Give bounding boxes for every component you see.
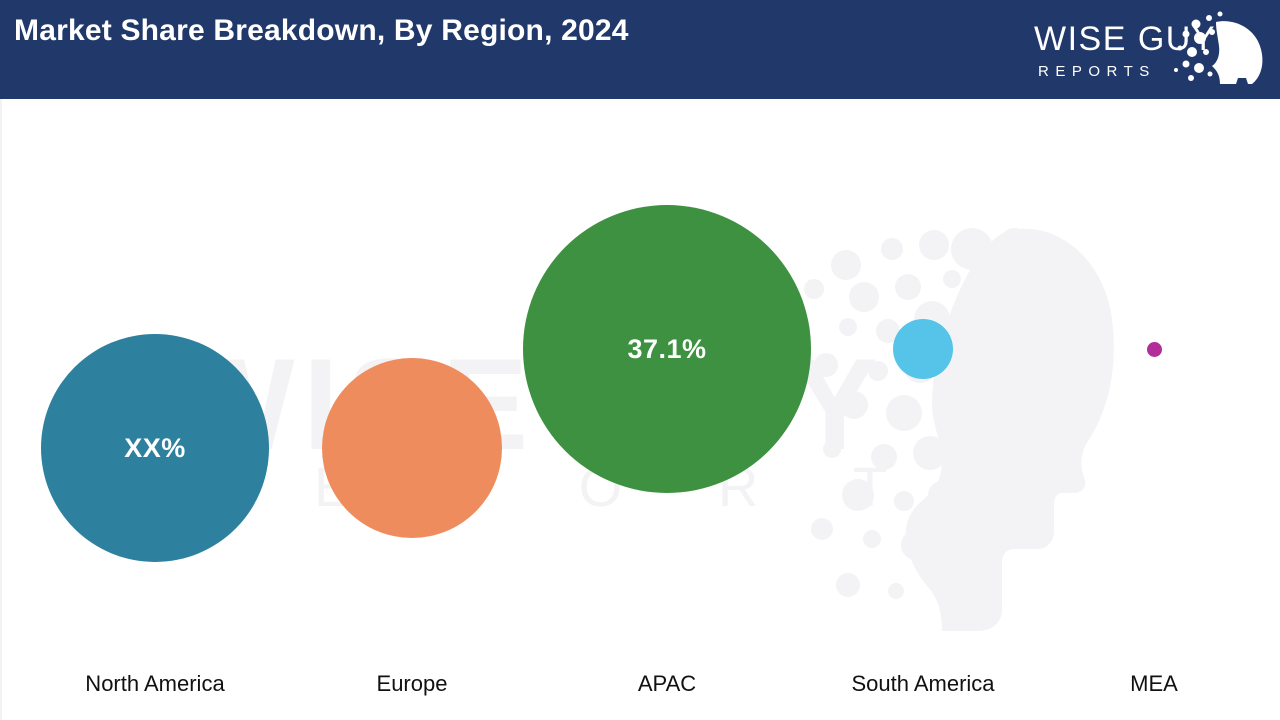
- bubble-south-america[interactable]: [893, 319, 953, 379]
- logo-head-icon: [1174, 11, 1263, 84]
- category-label-north-america: North America: [85, 671, 225, 696]
- bubble-apac[interactable]: 37.1%: [523, 205, 811, 493]
- bubble-value-label-apac: 37.1%: [627, 333, 707, 364]
- bubble-north-america[interactable]: XX%: [41, 334, 269, 562]
- chart-header-bar: Market Share Breakdown, By Region, 2024 …: [0, 0, 1280, 99]
- chart-plot-area: WISE GUY R E P O R T S: [0, 99, 1280, 720]
- bubble-mea[interactable]: [1147, 342, 1162, 357]
- wise-guy-reports-logo: WISE GUY REPORTS: [1034, 11, 1263, 84]
- category-label-mea: MEA: [1130, 671, 1178, 696]
- logo-wordmark-secondary: REPORTS: [1038, 63, 1156, 80]
- watermark-head-icon: [794, 228, 1114, 631]
- bubble-value-label-north-america: XX%: [124, 432, 186, 463]
- category-label-apac: APAC: [637, 671, 697, 696]
- logo-wordmark-primary: WISE GUY: [1034, 20, 1216, 58]
- category-label-europe: Europe: [376, 671, 448, 696]
- page-title: Market Share Breakdown, By Region, 2024: [14, 14, 629, 47]
- bubble-europe[interactable]: [322, 358, 502, 538]
- category-label-south-america: South America: [851, 671, 995, 696]
